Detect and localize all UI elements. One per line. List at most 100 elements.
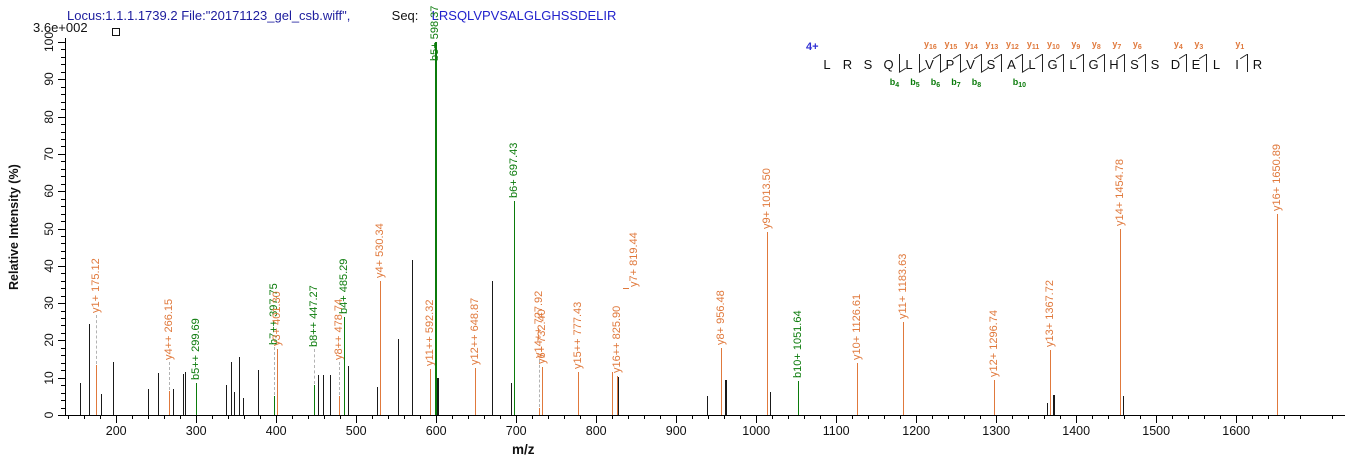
y-bond-mark <box>1124 54 1126 72</box>
y-ion-peak-label: y9+ 1013.50 <box>761 168 773 230</box>
unannotated-peak <box>225 385 227 415</box>
x-minor-tick <box>1140 416 1142 419</box>
b-ion-tag: b10 <box>1012 77 1027 89</box>
y-major-tick <box>58 153 65 155</box>
y-ion-tag: y15 <box>944 39 958 51</box>
b-bond-mark <box>919 54 921 72</box>
unannotated-peak <box>492 280 494 415</box>
x-minor-tick <box>500 416 502 419</box>
unannotated-peak <box>322 375 324 415</box>
x-major-tick <box>1076 416 1078 423</box>
x-minor-tick <box>692 416 694 419</box>
x-minor-tick <box>884 416 886 419</box>
x-minor-tick <box>484 416 486 419</box>
y-ion-peak <box>1050 349 1052 415</box>
y-tick-label: 60 <box>42 184 56 198</box>
x-minor-tick <box>772 416 774 419</box>
y-minor-tick <box>61 176 65 178</box>
label-leader-line <box>339 361 341 396</box>
unannotated-peak <box>147 388 149 415</box>
x-minor-tick <box>548 416 550 419</box>
y-major-tick <box>58 377 65 379</box>
y-minor-tick <box>61 213 65 215</box>
x-tick-label: 1300 <box>982 424 1011 438</box>
y-minor-tick <box>61 64 65 66</box>
x-minor-tick <box>612 416 614 419</box>
x-minor-tick <box>900 416 902 419</box>
x-major-tick <box>676 416 678 423</box>
x-tick-label: 500 <box>345 424 367 438</box>
x-minor-tick <box>1332 416 1334 419</box>
y-minor-tick <box>61 325 65 327</box>
residue-letter: L <box>823 57 831 72</box>
y-ion-peak-label: y11+ 1183.63 <box>897 253 910 319</box>
residue-letter: L <box>905 57 913 72</box>
x-minor-tick <box>1188 416 1190 419</box>
x-major-tick <box>996 416 998 423</box>
x-minor-tick <box>1108 416 1110 419</box>
unannotated-peak <box>79 383 81 415</box>
y-ion-tag: y6 <box>1132 39 1142 51</box>
y-major-tick <box>58 228 65 230</box>
unannotated-peak <box>511 383 513 415</box>
y-ion-peak <box>767 232 768 415</box>
y-bond-mark <box>1206 54 1208 72</box>
y-major-tick <box>58 303 65 305</box>
b-ion-tag: b5 <box>910 77 920 89</box>
y-major-tick <box>58 79 65 81</box>
x-minor-tick <box>532 416 534 419</box>
y-ion-peak <box>277 349 279 415</box>
residue-letter: R <box>842 57 853 72</box>
unannotated-peak <box>1123 396 1124 415</box>
x-minor-tick <box>804 416 806 419</box>
unannotated-peak <box>88 323 90 415</box>
x-minor-tick <box>580 416 582 419</box>
x-tick-label: 700 <box>505 424 527 438</box>
unannotated-peak <box>112 361 114 415</box>
b-ion-peak <box>344 316 346 415</box>
y-bond-mark <box>1001 54 1003 72</box>
residue-letter: L <box>1212 57 1221 72</box>
x-minor-tick <box>340 416 342 419</box>
y-minor-tick <box>61 258 65 260</box>
label-leader-line <box>274 346 276 396</box>
y-ion-peak <box>1120 228 1122 415</box>
x-minor-tick <box>100 416 102 419</box>
unannotated-peak <box>101 394 102 415</box>
unannotated-peak <box>185 372 186 415</box>
x-minor-tick <box>932 416 934 419</box>
y-minor-tick <box>61 407 65 409</box>
seq-label: Seq: <box>391 8 419 23</box>
x-major-tick <box>836 416 838 423</box>
residue-letter: I <box>1235 57 1239 72</box>
residue-letter: S <box>1130 57 1139 72</box>
y-tick-label: 40 <box>42 259 56 273</box>
unannotated-peak <box>230 362 232 415</box>
y-ion-peak-label: y12+ 1296.74 <box>987 309 1000 377</box>
y-ion-peak <box>616 375 618 415</box>
residue-letter: A <box>1007 57 1016 72</box>
x-tick-label: 800 <box>585 424 607 438</box>
b-ion-peak-label: b6+ 697.43 <box>508 142 521 198</box>
y-major-tick <box>58 42 65 43</box>
y-minor-tick <box>61 362 65 364</box>
x-axis-line <box>65 415 1345 416</box>
y-minor-tick <box>61 56 65 58</box>
x-minor-tick <box>1172 416 1174 419</box>
x-major-tick <box>756 416 758 423</box>
x-minor-tick <box>1044 416 1046 419</box>
b-ion-peak-label: b10+ 1051.64 <box>791 310 804 379</box>
locus-file-text: Locus:1.1.1.1739.2 File:"20171123_gel_cs… <box>67 8 351 23</box>
y-major-tick <box>58 340 65 342</box>
y-ion-peak <box>993 379 995 415</box>
x-minor-tick <box>388 416 390 419</box>
y-tick-label: 0 <box>42 411 56 419</box>
y-ion-peak <box>721 347 723 415</box>
y-tick-label: 80 <box>42 109 56 124</box>
x-minor-tick <box>372 416 374 419</box>
y-ion-tag: y9 <box>1071 39 1081 51</box>
y-minor-tick <box>61 49 65 51</box>
y-ion-peak-label: y3+ 401.30 <box>271 291 284 347</box>
